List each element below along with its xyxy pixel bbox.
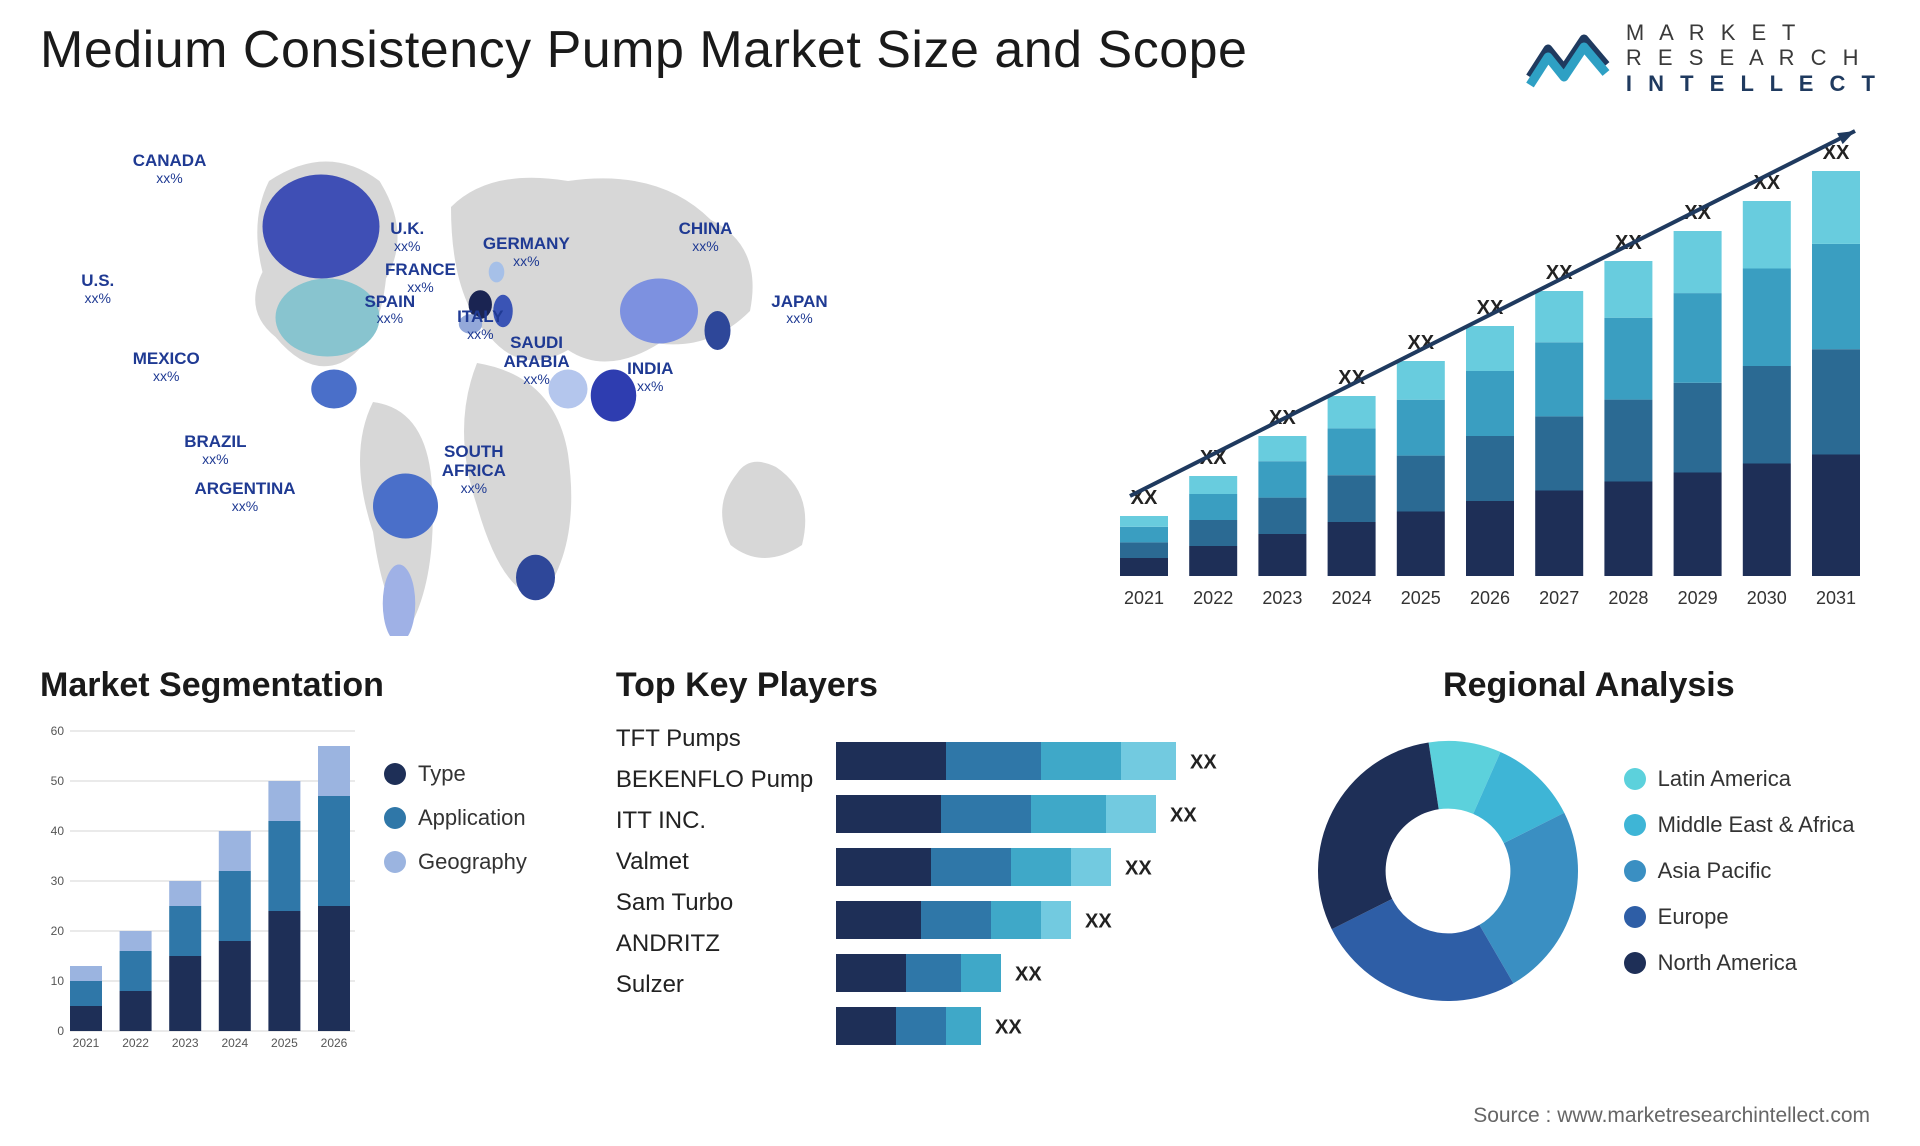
legend-item: Application xyxy=(384,805,527,831)
player-name: Sulzer xyxy=(616,971,816,999)
map-label: FRANCExx% xyxy=(385,261,456,295)
svg-text:20: 20 xyxy=(51,924,65,938)
svg-text:2021: 2021 xyxy=(1124,588,1164,608)
legend-item: Type xyxy=(384,761,527,787)
svg-text:2026: 2026 xyxy=(1470,588,1510,608)
svg-text:2026: 2026 xyxy=(321,1036,348,1050)
players-title: Top Key Players xyxy=(616,666,1278,705)
segmentation-chart: 0 10 20 30 40 50 60 2021 2022 2023 2024 2025 2026 xyxy=(40,721,360,1061)
player-name: ITT INC. xyxy=(616,807,816,835)
svg-text:2023: 2023 xyxy=(1262,588,1302,608)
svg-text:2025: 2025 xyxy=(1401,588,1441,608)
map-label: U.S.xx% xyxy=(81,272,114,306)
svg-text:2025: 2025 xyxy=(271,1036,298,1050)
legend-item: North America xyxy=(1624,950,1855,976)
players-names: TFT Pumps BEKENFLO Pump ITT INC. Valmet Sam … xyxy=(616,721,816,1061)
svg-text:0: 0 xyxy=(57,1024,64,1038)
svg-text:2022: 2022 xyxy=(122,1036,149,1050)
map-label: CANADAxx% xyxy=(133,152,207,186)
segmentation-legend: Type Application Geography xyxy=(384,721,527,1061)
player-name: ANDRITZ xyxy=(616,930,816,958)
players-chart: XX XX XX XX XX XX xyxy=(836,721,1256,1061)
svg-text:2023: 2023 xyxy=(172,1036,199,1050)
legend-item: Europe xyxy=(1624,904,1855,930)
map-label: ARGENTINAxx% xyxy=(195,480,296,514)
svg-text:XX: XX xyxy=(1170,804,1197,826)
logo-line1: M A R K E T xyxy=(1626,20,1880,45)
brand-logo: M A R K E T R E S E A R C H I N T E L L … xyxy=(1526,20,1880,96)
svg-text:2030: 2030 xyxy=(1747,588,1787,608)
map-label: ITALYxx% xyxy=(457,308,503,342)
segmentation-title: Market Segmentation xyxy=(40,666,596,705)
map-label: SOUTHAFRICAxx% xyxy=(442,443,506,496)
map-label: INDIAxx% xyxy=(627,360,673,394)
map-label: JAPANxx% xyxy=(771,293,827,327)
logo-line3: I N T E L L E C T xyxy=(1626,71,1880,96)
svg-text:60: 60 xyxy=(51,724,65,738)
map-label: MEXICOxx% xyxy=(133,350,200,384)
legend-item: Middle East & Africa xyxy=(1624,812,1855,838)
world-map: CANADAxx% U.S.xx% MEXICOxx% BRAZILxx% ARGENT… xyxy=(40,116,1070,636)
logo-icon xyxy=(1526,27,1612,89)
map-label: SAUDIARABIAxx% xyxy=(504,334,570,387)
segmentation-panel: Market Segmentation 0 10 20 30 40 50 60 2021 202… xyxy=(40,666,596,1086)
legend-item: Latin America xyxy=(1624,766,1855,792)
svg-text:XX: XX xyxy=(995,1016,1022,1038)
svg-text:2031: 2031 xyxy=(1816,588,1856,608)
svg-text:2028: 2028 xyxy=(1608,588,1648,608)
svg-text:XX: XX xyxy=(1015,963,1042,985)
source-text: Source : www.marketresearchintellect.com xyxy=(1473,1104,1870,1128)
map-label: U.K.xx% xyxy=(390,220,424,254)
svg-text:XX: XX xyxy=(1125,857,1152,879)
player-name: TFT Pumps xyxy=(616,725,816,753)
svg-text:XX: XX xyxy=(1085,910,1112,932)
logo-line2: R E S E A R C H xyxy=(1626,45,1880,70)
map-label: SPAINxx% xyxy=(364,293,415,327)
page-title: Medium Consistency Pump Market Size and … xyxy=(40,20,1247,80)
growth-chart: XX2021XX2022XX2023XX2024XX2025XX2026XX20… xyxy=(1100,116,1880,636)
legend-item: Asia Pacific xyxy=(1624,858,1855,884)
regional-legend: Latin America Middle East & Africa Asia Pa… xyxy=(1624,766,1855,976)
map-label: CHINAxx% xyxy=(679,220,733,254)
map-label: GERMANYxx% xyxy=(483,235,570,269)
svg-text:2024: 2024 xyxy=(221,1036,248,1050)
svg-text:50: 50 xyxy=(51,774,65,788)
regional-donut xyxy=(1298,721,1598,1021)
player-name: BEKENFLO Pump xyxy=(616,766,816,794)
svg-text:2021: 2021 xyxy=(73,1036,100,1050)
regional-title: Regional Analysis xyxy=(1298,666,1880,705)
svg-text:2022: 2022 xyxy=(1193,588,1233,608)
svg-text:2027: 2027 xyxy=(1539,588,1579,608)
players-panel: Top Key Players TFT Pumps BEKENFLO Pump IT… xyxy=(616,666,1278,1086)
legend-item: Geography xyxy=(384,849,527,875)
svg-text:30: 30 xyxy=(51,874,65,888)
player-name: Valmet xyxy=(616,848,816,876)
svg-text:40: 40 xyxy=(51,824,65,838)
map-label: BRAZILxx% xyxy=(184,433,246,467)
svg-text:XX: XX xyxy=(1190,751,1217,773)
regional-panel: Regional Analysis Latin America Middle Ea… xyxy=(1298,666,1880,1086)
svg-text:2024: 2024 xyxy=(1332,588,1372,608)
player-name: Sam Turbo xyxy=(616,889,816,917)
svg-text:10: 10 xyxy=(51,974,65,988)
svg-text:2029: 2029 xyxy=(1678,588,1718,608)
